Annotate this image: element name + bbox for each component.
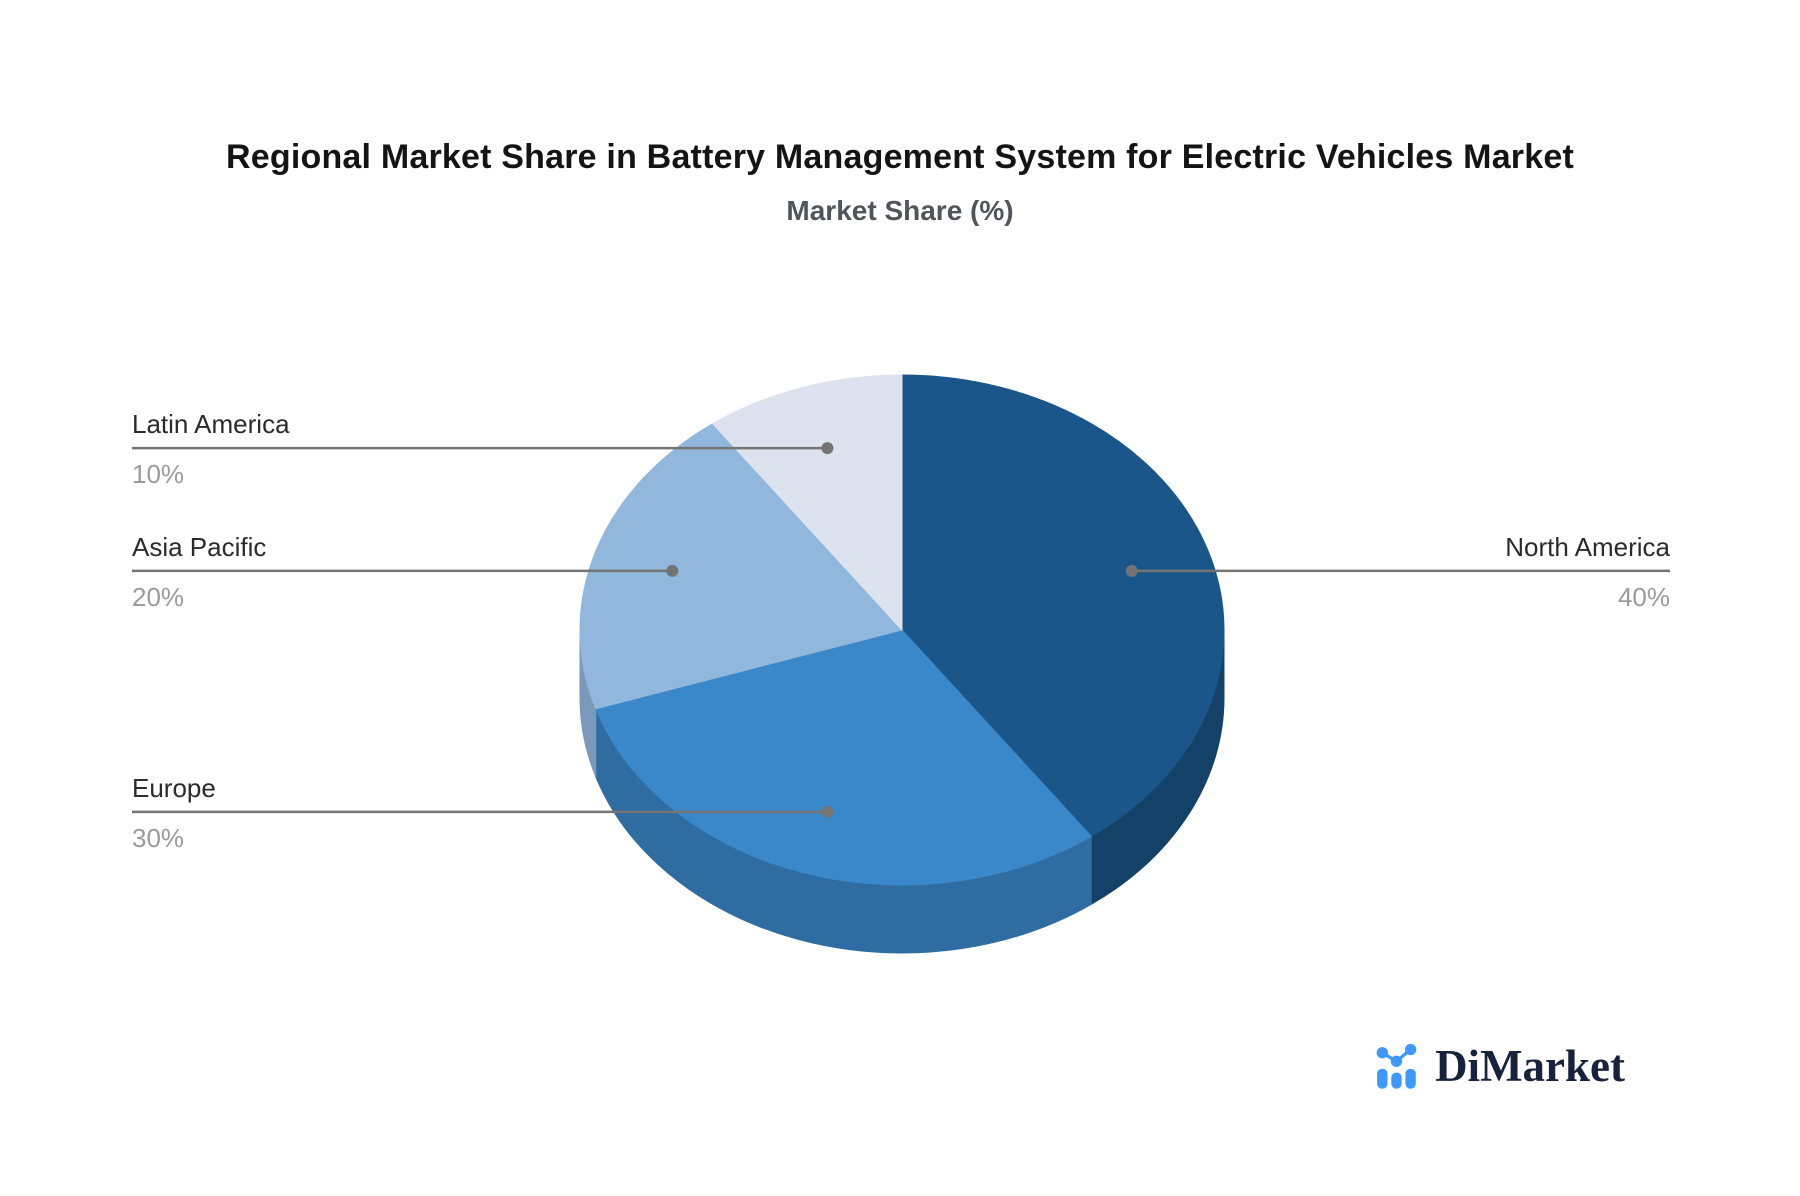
slice-label: Asia Pacific [132, 531, 267, 562]
chart-subtitle: Market Share (%) [786, 195, 1014, 226]
slice-percent: 30% [132, 822, 185, 853]
chart-title: Regional Market Share in Battery Managem… [226, 138, 1574, 176]
pie-slices [579, 374, 1225, 886]
brand-name: DiMarket [1435, 1040, 1625, 1091]
slice-percent: 40% [1617, 581, 1670, 612]
bar-chart-trend-icon [1376, 1043, 1417, 1089]
slice-percent: 20% [132, 581, 185, 612]
slice-label: Europe [132, 772, 216, 803]
brand-logo: DiMarket [1371, 1038, 1625, 1094]
slice-label: Latin America [132, 409, 290, 440]
slice-percent: 10% [132, 459, 185, 490]
slice-label: North America [1505, 531, 1670, 562]
leader-lines [132, 442, 1670, 818]
